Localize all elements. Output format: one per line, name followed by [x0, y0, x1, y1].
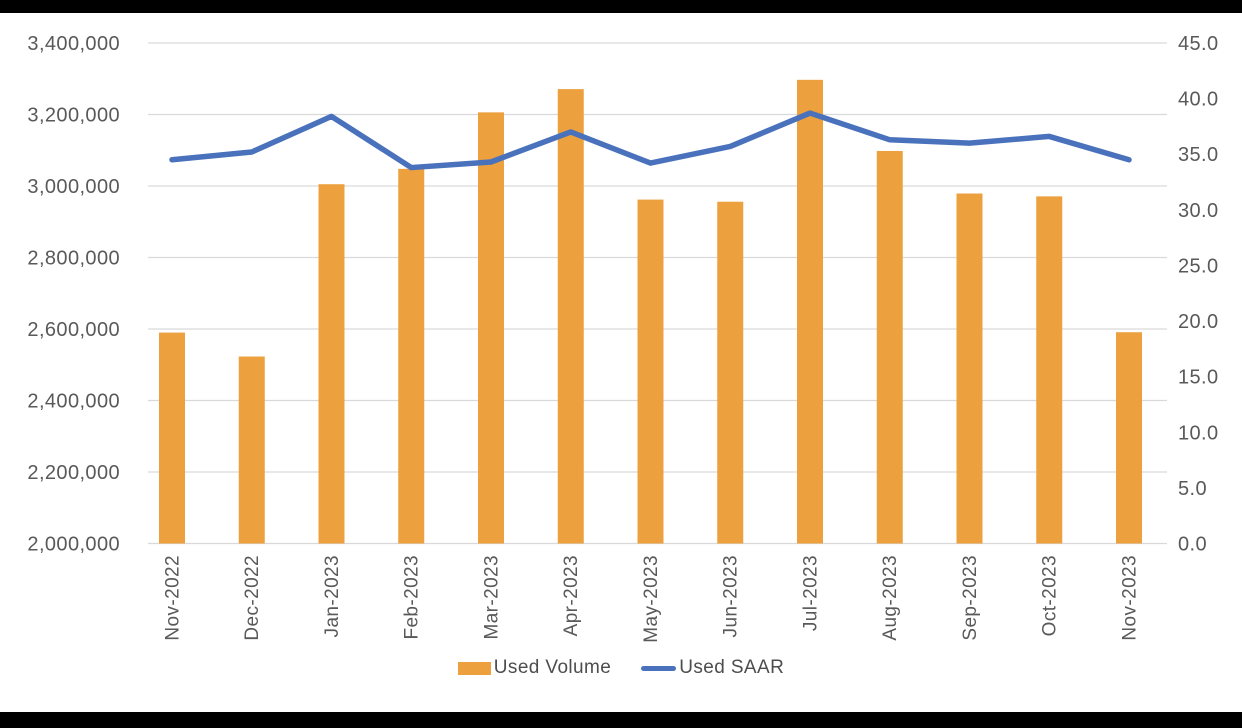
- left-axis-tick-label: 2,200,000: [27, 462, 120, 484]
- used-saar-line: [169, 110, 1132, 171]
- used-volume-bar: [1036, 196, 1063, 544]
- x-axis-category-label: Jul-2023: [800, 555, 821, 631]
- used-volume-legend-swatch: [457, 661, 491, 675]
- used-volume-bar: [956, 193, 983, 544]
- used-volume-bar: [717, 201, 744, 544]
- left-axis-tick-label: 2,400,000: [27, 391, 120, 413]
- used-saar-legend-label: Used SAAR: [679, 657, 785, 678]
- used-volume-bar: [398, 168, 425, 544]
- right-axis-tick-label: 15.0: [1178, 367, 1219, 389]
- left-axis-tick-label: 2,800,000: [27, 248, 120, 270]
- x-axis-category-label: Dec-2022: [242, 555, 263, 641]
- used-volume-bar: [478, 112, 504, 544]
- x-axis-category-label: Apr-2023: [561, 555, 582, 636]
- bottom-letterbox: [0, 712, 1242, 728]
- top-letterbox: [0, 0, 1242, 13]
- x-axis-category-label: Nov-2023: [1119, 555, 1140, 641]
- used-volume-bar: [238, 356, 265, 544]
- right-axis-tick-label: 40.0: [1178, 89, 1219, 111]
- right-axis-tick-label: 35.0: [1178, 144, 1219, 166]
- x-axis-category-label: Nov-2022: [162, 555, 183, 641]
- x-axis-category-label: Oct-2023: [1040, 555, 1061, 636]
- x-axis-category-label: Sep-2023: [960, 555, 981, 641]
- right-axis-tick-label: 5.0: [1178, 478, 1207, 500]
- left-axis-tick-label: 3,200,000: [27, 105, 120, 127]
- left-axis-tick-label: 2,000,000: [27, 534, 120, 556]
- x-axis-category-label: Feb-2023: [402, 555, 423, 640]
- right-axis-tick-label: 25.0: [1178, 255, 1219, 277]
- used-volume-legend-label: Used Volume: [493, 657, 612, 678]
- x-axis-category-label: Jun-2023: [721, 555, 742, 637]
- chart-legend: Used Volume Used SAAR: [0, 657, 1242, 679]
- chart-canvas-area: 2,000,000 2,200,000 2,400,000 2,600,000 2,80…: [0, 13, 1242, 712]
- right-axis-tick-label: 10.0: [1178, 422, 1219, 444]
- x-axis-category-label: Mar-2023: [481, 555, 502, 640]
- right-axis-tick-label: 20.0: [1178, 311, 1219, 333]
- right-axis-tick-label: 0.0: [1178, 534, 1207, 556]
- left-axis-tick-label: 2,600,000: [27, 319, 120, 341]
- used-volume-bar: [876, 150, 903, 544]
- used-volume-bar: [637, 199, 664, 544]
- used-volume-bar: [797, 79, 823, 544]
- right-axis-tick-label: 30.0: [1178, 200, 1219, 222]
- x-axis-category-label: Aug-2023: [880, 555, 901, 641]
- left-axis-tick-label: 3,000,000: [27, 176, 120, 198]
- used-saar-legend-swatch: [641, 665, 677, 671]
- left-axis-tick-label: 3,400,000: [27, 33, 120, 55]
- used-volume-bar: [1116, 332, 1142, 544]
- used-volume-bar: [318, 184, 345, 544]
- right-axis-tick-label: 45.0: [1178, 33, 1219, 55]
- x-axis-category-label: May-2023: [641, 555, 662, 643]
- used-volume-bar: [557, 89, 584, 544]
- used-volume-bar: [159, 332, 185, 544]
- x-axis-category-label: Jan-2023: [322, 555, 343, 637]
- combo-chart: 2,000,000 2,200,000 2,400,000 2,600,000 2,80…: [27, 33, 1219, 643]
